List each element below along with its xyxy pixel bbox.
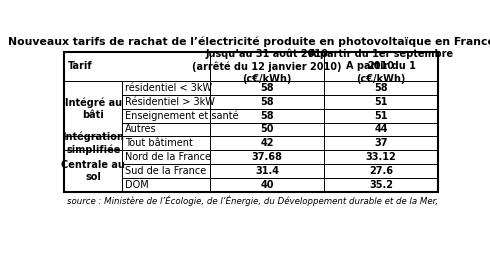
Bar [210,150,324,164]
Bar [64,81,122,95]
Bar [210,122,324,136]
Text: Résidentiel > 3kW: Résidentiel > 3kW [124,97,215,107]
Bar [210,95,324,109]
Bar [122,95,210,109]
Bar [324,150,438,164]
Text: Enseignement et santé: Enseignement et santé [124,110,238,121]
Bar [122,150,210,164]
Bar [64,122,122,136]
Text: Jusqu’au 31 août 2010
(arrêté du 12 janvier 2010)
(c€/kWh): Jusqu’au 31 août 2010 (arrêté du 12 janv… [192,48,342,84]
Bar [324,109,438,122]
Text: 58: 58 [260,111,274,121]
Bar [210,164,324,178]
Bar [122,178,210,192]
Text: 31.4: 31.4 [255,166,279,176]
Bar [324,164,438,178]
Text: 44: 44 [374,124,388,134]
Bar [64,164,122,178]
Bar [64,150,122,192]
Bar [324,52,438,81]
Text: 37.68: 37.68 [251,152,282,162]
Text: DOM: DOM [124,180,148,190]
Text: Nouveaux tarifs de rachat de l’électricité produite en photovoltaïque en France: Nouveaux tarifs de rachat de l’électrici… [8,36,490,47]
Text: 51: 51 [374,111,388,121]
Bar [64,136,122,150]
Bar [122,122,210,136]
Bar [324,136,438,150]
Bar [210,109,324,122]
Text: Sud de la France: Sud de la France [124,166,206,176]
Text: Intégré au
bâti: Intégré au bâti [65,98,122,120]
Bar [324,95,438,109]
Bar [64,109,122,122]
Bar [64,52,438,192]
Bar [64,81,122,136]
Bar [324,81,438,95]
Bar [64,52,210,81]
Text: Intégration
simplifiée: Intégration simplifiée [62,132,124,155]
Text: source : Ministère de l’Écologie, de l’Énergie, du Développement durable et de l: source : Ministère de l’Écologie, de l’É… [68,196,439,206]
Text: 35.2: 35.2 [369,180,393,190]
Text: 50: 50 [260,124,274,134]
Bar [210,178,324,192]
Text: Centrale au
sol: Centrale au sol [61,160,125,182]
Bar [122,81,210,95]
Bar [122,164,210,178]
Text: résidentiel < 3kW: résidentiel < 3kW [124,83,212,93]
Text: 33.12: 33.12 [366,152,396,162]
Text: Tarif: Tarif [68,61,92,71]
Text: Tout bâtiment: Tout bâtiment [124,138,193,148]
Text: 27.6: 27.6 [369,166,393,176]
Bar [324,178,438,192]
Bar [64,178,122,192]
Text: 42: 42 [260,138,274,148]
Bar [210,81,324,95]
Text: 51: 51 [374,97,388,107]
Text: A partir du 1er septembre
2010
(c€/kWh): A partir du 1er septembre 2010 (c€/kWh) [309,49,453,84]
Text: 58: 58 [374,83,388,93]
Bar [210,136,324,150]
Text: 40: 40 [260,180,274,190]
Bar [210,52,324,81]
Text: Nord de la France: Nord de la France [124,152,211,162]
Bar [64,136,122,150]
Bar [64,95,122,109]
Text: A partir du 1: A partir du 1 [346,61,416,71]
Text: Autres: Autres [124,124,156,134]
Bar [122,136,210,150]
Bar [122,109,210,122]
Text: 58: 58 [260,83,274,93]
Text: 58: 58 [260,97,274,107]
Bar [324,122,438,136]
Bar [64,150,122,164]
Text: 37: 37 [374,138,388,148]
